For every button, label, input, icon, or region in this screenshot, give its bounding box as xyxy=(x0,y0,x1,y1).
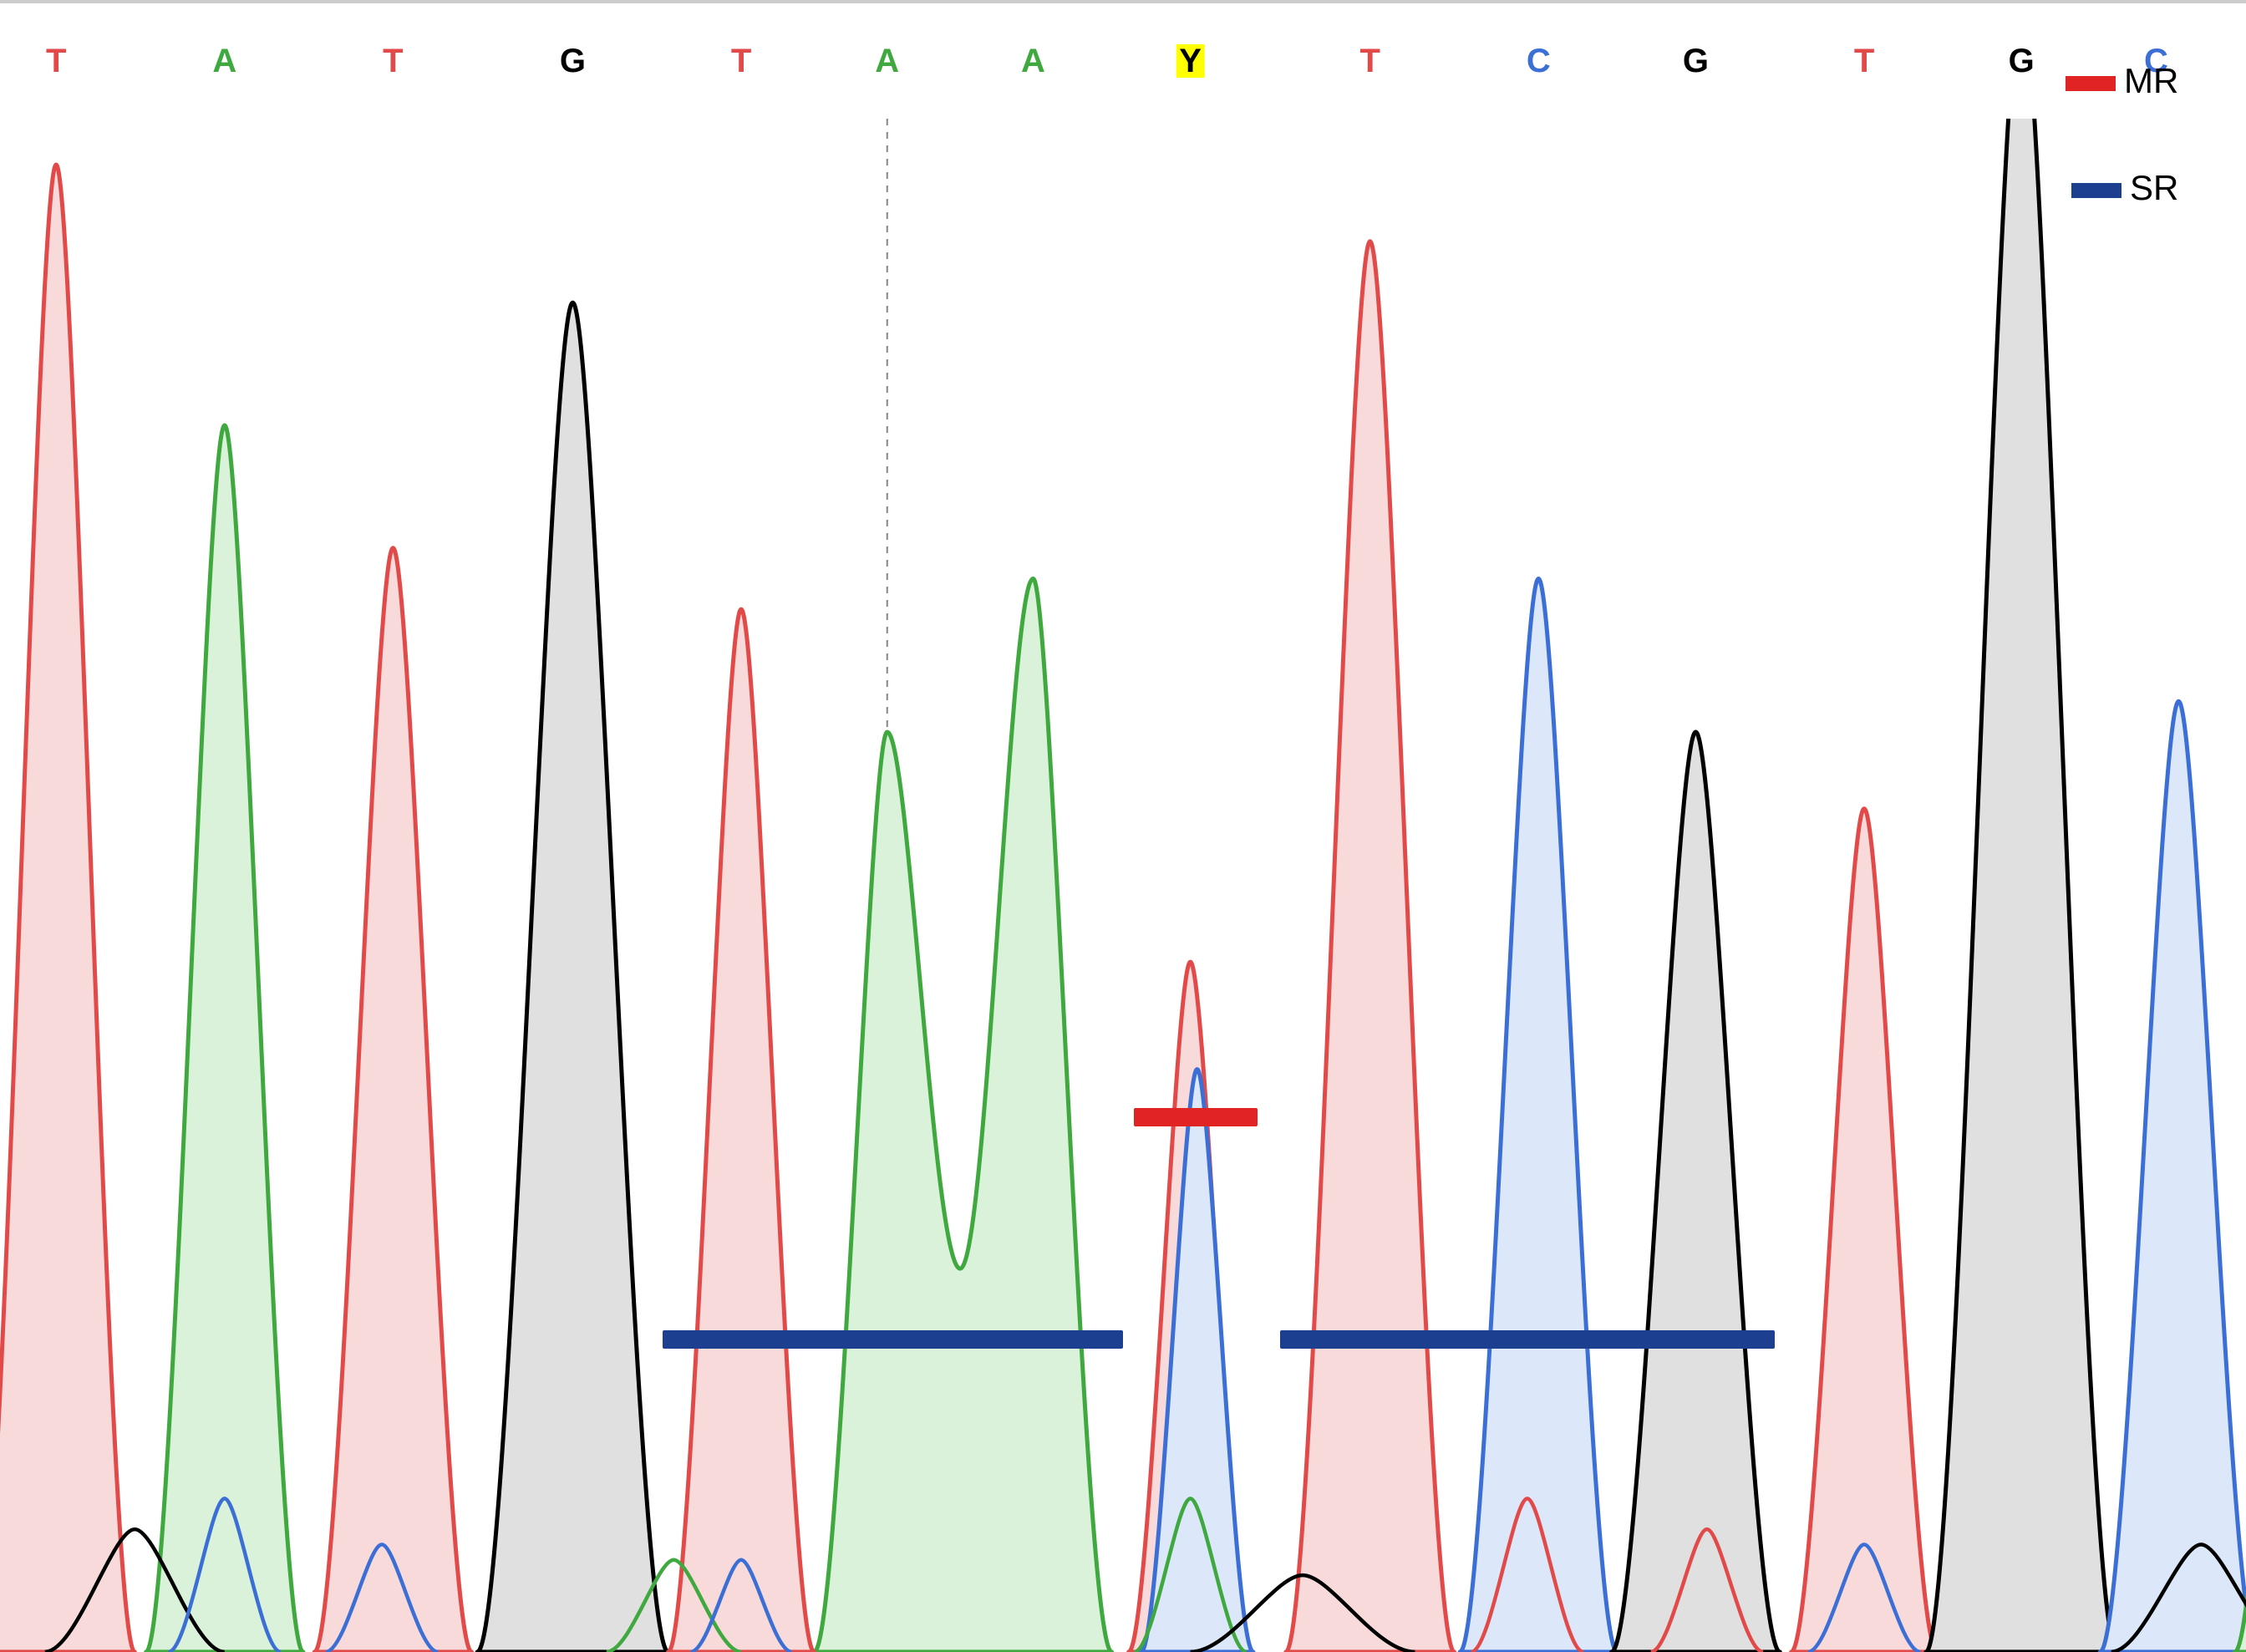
trace-peak xyxy=(0,165,135,1652)
base-label: T xyxy=(731,44,751,78)
base-label: T xyxy=(46,44,66,78)
base-label: Y xyxy=(1176,44,1205,78)
trace-peak xyxy=(1791,809,1938,1652)
trace-peak xyxy=(668,609,815,1652)
sr-bar xyxy=(1280,1330,1774,1349)
trace-peak xyxy=(1286,241,1455,1652)
base-label: A xyxy=(1021,44,1045,78)
trace-peak xyxy=(1926,119,2116,1652)
legend-swatch xyxy=(2071,183,2122,198)
trace-peak xyxy=(814,579,1111,1652)
base-label: C xyxy=(1527,44,1551,78)
trace-peak xyxy=(1612,732,1781,1652)
trace-peak xyxy=(1460,579,1617,1652)
base-label: T xyxy=(383,44,403,78)
chromatogram-container: TATGTAAYTCGTGCA MRSR xyxy=(0,0,2246,1652)
base-label: G xyxy=(1683,44,1709,78)
base-label: T xyxy=(1854,44,1874,78)
chromatogram-svg xyxy=(0,119,2246,1652)
base-label: T xyxy=(1359,44,1380,78)
legend-swatch xyxy=(2066,76,2116,91)
trace-peak xyxy=(2100,701,2246,1652)
sr-bar xyxy=(663,1330,1123,1349)
chromatogram-plot-area xyxy=(0,119,2246,1652)
legend-label: SR xyxy=(2130,168,2178,207)
base-label: G xyxy=(560,44,586,78)
base-label: G xyxy=(2009,44,2035,78)
trace-peak xyxy=(477,302,668,1652)
legend-item-mr: MR xyxy=(2066,61,2178,101)
base-call-row: TATGTAAYTCGTGCA xyxy=(0,3,2246,119)
trace-peak xyxy=(314,548,471,1652)
base-label: A xyxy=(875,44,899,78)
base-label: A xyxy=(212,44,236,78)
legend-label: MR xyxy=(2124,61,2178,100)
trace-peak xyxy=(146,425,303,1652)
mr-bar xyxy=(1134,1108,1258,1126)
legend-item-sr: SR xyxy=(2071,168,2178,208)
